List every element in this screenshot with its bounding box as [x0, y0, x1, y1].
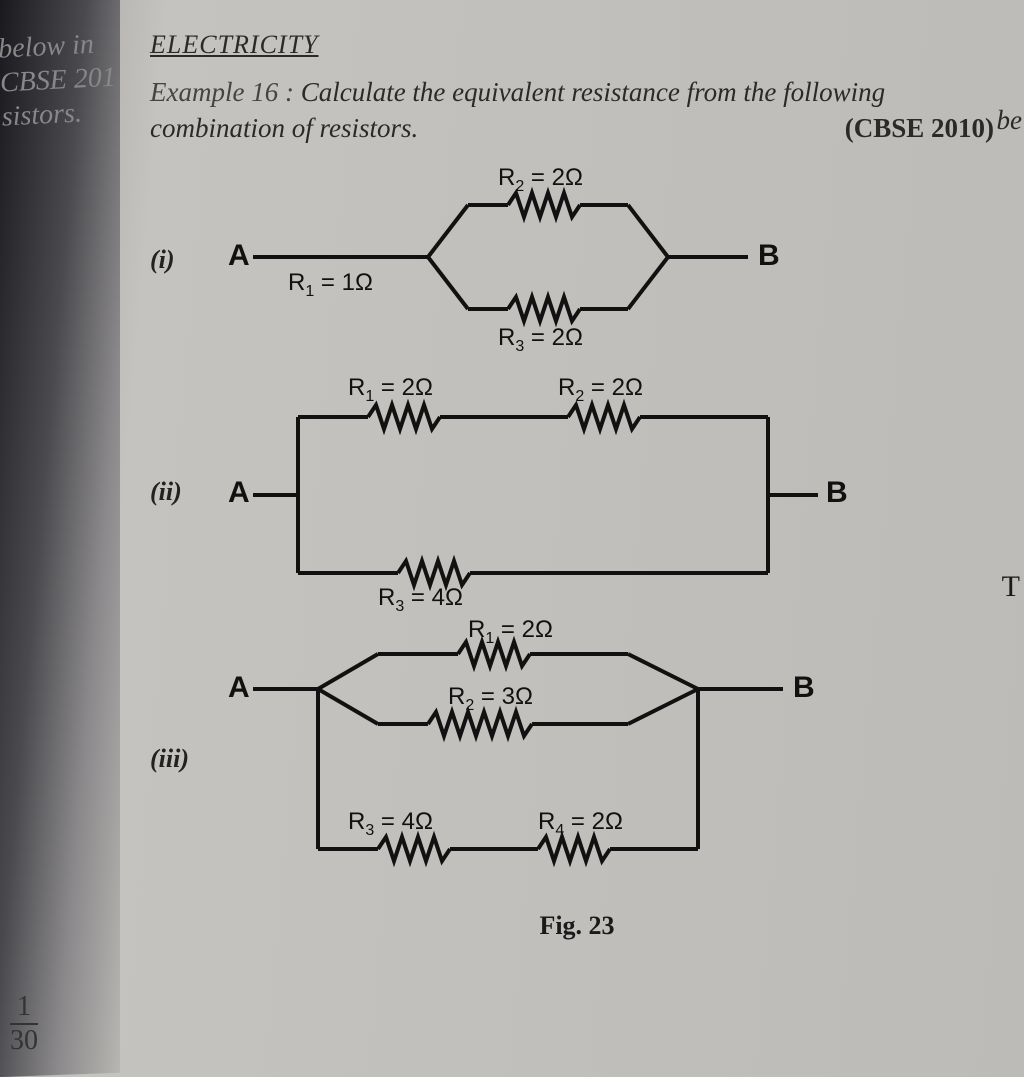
example-question: Example 16 : Calculate the equivalent re…	[150, 74, 1004, 147]
r1-label-iii: R1 = 2Ω	[468, 616, 553, 647]
circuit-i-row: (i) A R1 = 1Ω R2 = 2Ω	[150, 165, 1004, 355]
example-label: Example 16 :	[150, 77, 294, 107]
r4-label-iii: R4 = 2Ω	[538, 808, 623, 839]
spine-fraction: 1 30	[10, 991, 38, 1057]
r2-label-ii: R2 = 2Ω	[558, 374, 643, 405]
circuit-ii-row: (ii) A R1 = 2Ω R2 = 2Ω R3 = 4Ω	[150, 377, 1004, 607]
frac-bot: 30	[10, 1025, 38, 1057]
r1-label-ii: R1 = 2Ω	[348, 374, 433, 405]
term-A-ii: A	[228, 476, 250, 509]
page-content: ELECTRICITY Example 16 : Calculate the e…	[150, 30, 1004, 941]
roman-iii: (iii)	[150, 744, 210, 774]
circuit-ii-svg: A R1 = 2Ω R2 = 2Ω R3 = 4Ω	[228, 377, 848, 607]
figure-caption: Fig. 23	[150, 911, 1004, 941]
r1-label: R1 = 1Ω	[288, 269, 373, 300]
roman-ii: (ii)	[150, 477, 210, 507]
term-B-iii: B	[793, 671, 815, 704]
term-A-iii: A	[228, 671, 250, 704]
cut-off-text-be: be	[997, 105, 1022, 136]
r2-label-iii: R2 = 3Ω	[448, 683, 533, 714]
r3-label-ii: R3 = 4Ω	[378, 584, 463, 615]
term-B-ii: B	[826, 476, 848, 509]
spine-l1: below in	[0, 26, 139, 65]
spine-l2: CBSE 201	[0, 60, 141, 99]
term-B: B	[758, 239, 780, 272]
frac-top: 1	[10, 991, 38, 1025]
circuit-iii-row: (iii) A R1 = 2Ω R2 = 3Ω	[150, 629, 1004, 889]
roman-i: (i)	[150, 245, 210, 275]
page-curl-shadow	[0, 0, 120, 1077]
circuit-i-svg: A R1 = 1Ω R2 = 2Ω	[228, 165, 788, 355]
r3-label-iii: R3 = 4Ω	[348, 808, 433, 839]
spine-margin-text: below in CBSE 201 sistors.	[0, 26, 143, 135]
cut-off-text-T: T	[1002, 570, 1020, 604]
board-year: (CBSE 2010)	[845, 110, 994, 146]
r2-label: R2 = 2Ω	[498, 164, 583, 195]
r3-label: R3 = 2Ω	[498, 324, 583, 355]
circuit-iii-svg: A R1 = 2Ω R2 = 3Ω	[228, 629, 868, 889]
section-title: ELECTRICITY	[150, 30, 1004, 60]
spine-l3: sistors.	[1, 94, 142, 133]
term-A: A	[228, 239, 250, 272]
